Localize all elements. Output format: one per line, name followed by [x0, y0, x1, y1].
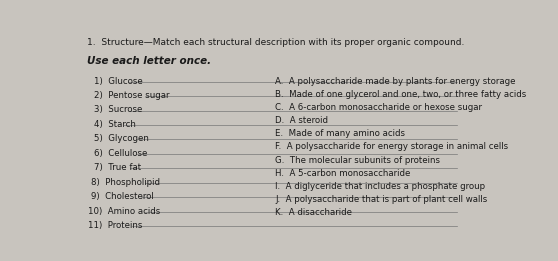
- Text: 5)  Glycogen: 5) Glycogen: [94, 134, 148, 143]
- Text: B.  Made of one glycerol and one, two, or three fatty acids: B. Made of one glycerol and one, two, or…: [275, 90, 526, 99]
- Text: Use each letter once.: Use each letter once.: [87, 56, 211, 67]
- Text: C.  A 6-carbon monosaccharide or hexose sugar: C. A 6-carbon monosaccharide or hexose s…: [275, 103, 482, 112]
- Text: 10)  Amino acids: 10) Amino acids: [88, 207, 160, 216]
- Text: 3)  Sucrose: 3) Sucrose: [94, 105, 142, 115]
- Text: J.  A polysaccharide that is part of plant cell walls: J. A polysaccharide that is part of plan…: [275, 195, 488, 204]
- Text: 9)  Cholesterol: 9) Cholesterol: [90, 192, 153, 201]
- Text: 6)  Cellulose: 6) Cellulose: [94, 149, 147, 158]
- Text: 7)  True fat: 7) True fat: [94, 163, 141, 172]
- Text: H.  A 5-carbon monosaccharide: H. A 5-carbon monosaccharide: [275, 169, 411, 178]
- Text: 8)  Phospholipid: 8) Phospholipid: [90, 178, 160, 187]
- Text: 1)  Glucose: 1) Glucose: [94, 76, 142, 86]
- Text: G.  The molecular subunits of proteins: G. The molecular subunits of proteins: [275, 156, 440, 164]
- Text: F.  A polysaccharide for energy storage in animal cells: F. A polysaccharide for energy storage i…: [275, 142, 508, 151]
- Text: E.  Made of many amino acids: E. Made of many amino acids: [275, 129, 405, 138]
- Text: 1.  Structure—Match each structural description with its proper organic compound: 1. Structure—Match each structural descr…: [87, 38, 464, 47]
- Text: 2)  Pentose sugar: 2) Pentose sugar: [94, 91, 169, 100]
- Text: I.  A diglyceride that includes a phosphate group: I. A diglyceride that includes a phospha…: [275, 182, 485, 191]
- Text: 4)  Starch: 4) Starch: [94, 120, 136, 129]
- Text: 11)  Proteins: 11) Proteins: [88, 221, 142, 230]
- Text: K.  A disaccharide: K. A disaccharide: [275, 208, 352, 217]
- Text: A.  A polysaccharide made by plants for energy storage: A. A polysaccharide made by plants for e…: [275, 76, 516, 86]
- Text: D.  A steroid: D. A steroid: [275, 116, 328, 125]
